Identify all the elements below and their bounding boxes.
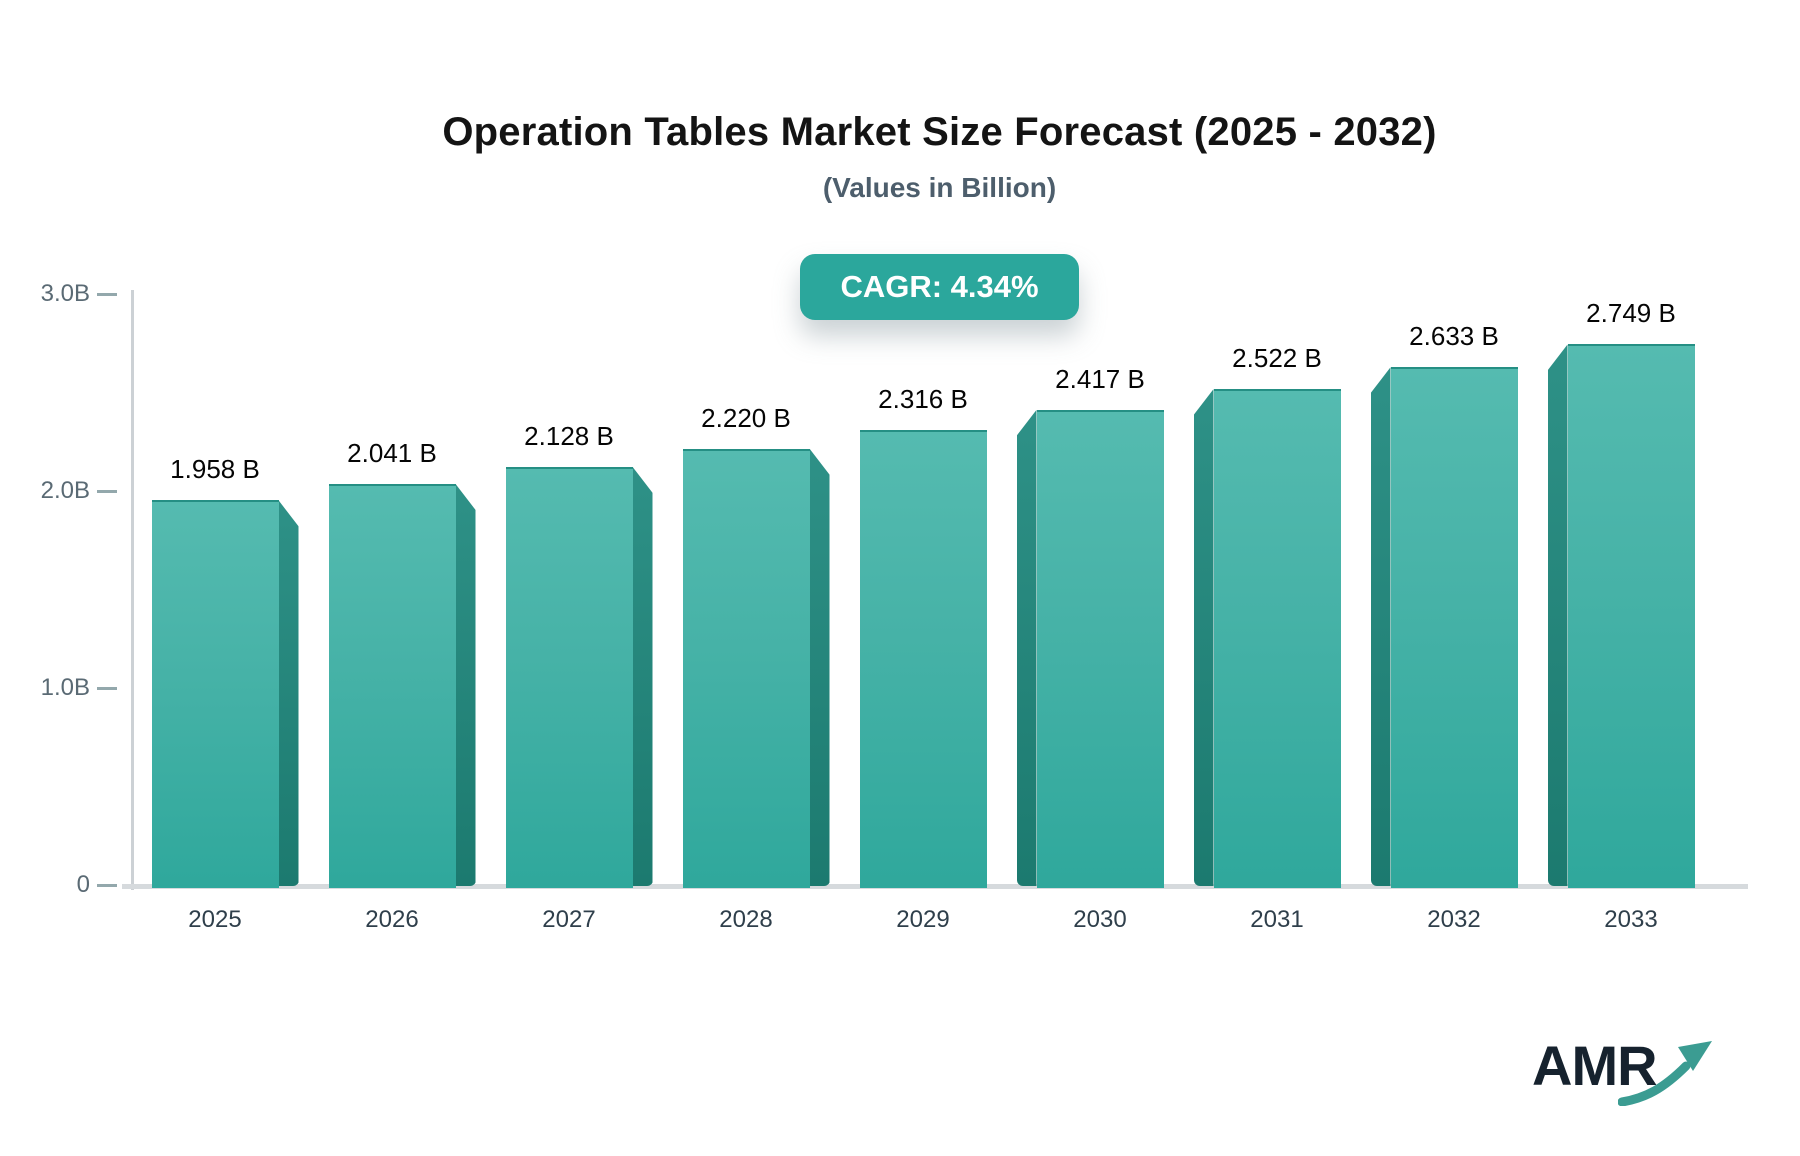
bar-side-2026 — [455, 483, 476, 886]
y-axis-tick-mark — [97, 293, 117, 296]
x-axis-label-2032: 2032 — [1427, 906, 1481, 933]
bar-value-label: 2.128 B — [524, 420, 614, 451]
bar-2032 — [1390, 367, 1518, 888]
amr-logo: AMR — [1532, 1038, 1732, 1118]
x-axis-label-2029: 2029 — [896, 906, 950, 933]
amr-logo-text: AMR — [1532, 1034, 1658, 1097]
bar-2030 — [1036, 409, 1164, 888]
bar-2025 — [151, 500, 279, 888]
y-axis-tick-label: 1.0B — [40, 674, 90, 701]
y-axis-tick-mark — [97, 490, 117, 493]
y-axis-tick-mark — [97, 687, 117, 690]
x-axis-label-2031: 2031 — [1250, 906, 1304, 933]
bar-side-2033 — [1547, 344, 1568, 886]
bar-2031 — [1213, 389, 1341, 888]
bar-side-2025 — [278, 500, 299, 886]
x-axis-label-2030: 2030 — [1073, 906, 1127, 933]
bar-value-label: 2.749 B — [1586, 298, 1676, 329]
bar-value-label: 2.522 B — [1232, 343, 1322, 374]
x-axis-label-2025: 2025 — [188, 906, 242, 933]
bar-side-2027 — [632, 466, 653, 886]
x-axis-label-2033: 2033 — [1604, 906, 1658, 933]
x-axis-label-2026: 2026 — [365, 906, 419, 933]
bar-value-label: 2.417 B — [1055, 363, 1145, 394]
bar-value-label: 1.958 B — [170, 454, 260, 485]
y-axis-line — [131, 290, 134, 890]
bar-2029 — [859, 429, 987, 888]
x-axis-label-2027: 2027 — [542, 906, 596, 933]
bar-value-label: 2.316 B — [878, 383, 968, 414]
bar-value-label: 2.041 B — [347, 437, 437, 468]
bar-side-2028 — [809, 448, 830, 886]
cagr-badge-wrapper: CAGR: 4.34% — [131, 254, 1748, 320]
x-axis-label-2028: 2028 — [719, 906, 773, 933]
bar-value-label: 2.220 B — [701, 402, 791, 433]
bar-2033 — [1567, 344, 1695, 888]
bar-value-label: 2.633 B — [1409, 321, 1499, 352]
bar-side-2031 — [1193, 389, 1214, 886]
bar-2027 — [505, 466, 633, 888]
y-axis-tick-label: 0 — [76, 871, 90, 898]
chart-subtitle: (Values in Billion) — [822, 172, 1057, 203]
chart-title: Operation Tables Market Size Forecast (2… — [442, 110, 1437, 154]
amr-growth-arrow-icon — [1618, 1041, 1712, 1106]
bar-side-2030 — [1016, 409, 1037, 886]
bar-2028 — [682, 448, 810, 888]
y-axis-tick-mark — [97, 884, 117, 887]
y-axis-tick-label: 2.0B — [40, 477, 90, 504]
cagr-badge: CAGR: 4.34% — [800, 254, 1079, 320]
bar-side-2032 — [1370, 367, 1391, 886]
y-axis-tick-label: 3.0B — [40, 280, 90, 307]
bar-2026 — [328, 483, 456, 888]
